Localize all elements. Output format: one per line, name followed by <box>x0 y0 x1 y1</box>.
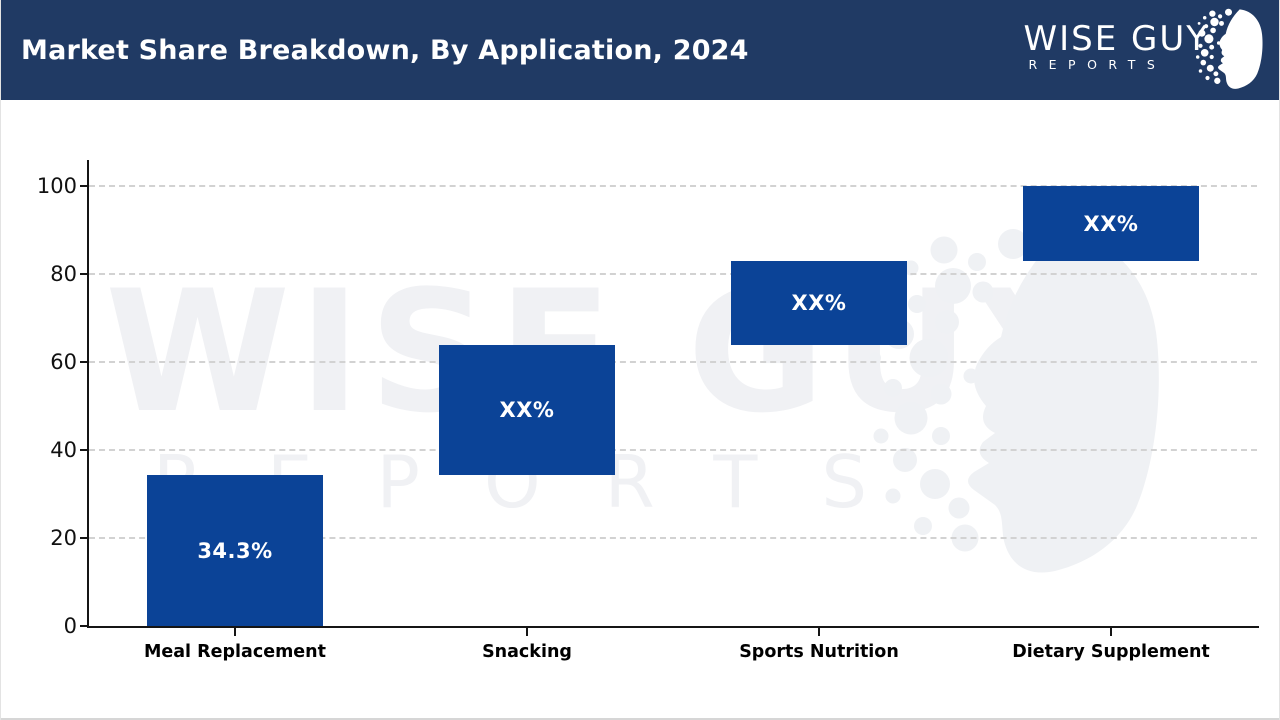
bar-sports-nutrition: XX% <box>731 261 907 346</box>
y-tick-mark <box>80 625 88 627</box>
brand-head-icon <box>1193 8 1271 92</box>
y-tick-label: 80 <box>50 262 77 286</box>
chart-canvas: WISE GUY REPORTS 0 20 40 60 80 100 34.3% Meal R… <box>1 100 1279 720</box>
y-tick-mark <box>80 361 88 363</box>
x-tick-label: Sports Nutrition <box>739 642 899 662</box>
brand-logo-text: WISE GUY REPORTS <box>1023 22 1209 72</box>
y-tick-label: 40 <box>50 438 77 462</box>
y-tick-mark <box>80 273 88 275</box>
y-tick-label: 60 <box>50 350 77 374</box>
x-tick-mark <box>526 628 528 636</box>
chart-title: Market Share Breakdown, By Application, … <box>21 34 749 66</box>
y-gridline <box>89 185 1257 187</box>
brand-logo: WISE GUY REPORTS <box>1023 6 1271 92</box>
y-tick-mark <box>80 185 88 187</box>
bar-meal-replacement: 34.3% <box>147 475 323 626</box>
y-tick-label: 100 <box>36 174 77 198</box>
y-gridline <box>89 361 1257 363</box>
x-tick-label: Snacking <box>482 642 572 662</box>
x-tick-mark <box>234 628 236 636</box>
y-tick-mark <box>80 537 88 539</box>
bar-value-label: 34.3% <box>197 538 273 563</box>
bar-dietary-supplement: XX% <box>1023 186 1199 262</box>
bar-snacking: XX% <box>439 345 615 476</box>
y-gridline <box>89 449 1257 451</box>
plot-area: 0 20 40 60 80 100 34.3% Meal Replacement XX% Snac… <box>1 100 1279 718</box>
y-tick-label: 20 <box>50 526 77 550</box>
y-gridline <box>89 537 1257 539</box>
bar-value-label: XX% <box>791 291 847 316</box>
y-tick-mark <box>80 449 88 451</box>
bar-value-label: XX% <box>499 398 555 423</box>
x-tick-mark <box>818 628 820 636</box>
brand-subtitle: REPORTS <box>1028 57 1167 72</box>
brand-name: WISE GUY <box>1023 19 1209 59</box>
bar-value-label: XX% <box>1083 211 1139 236</box>
y-tick-label: 0 <box>63 614 77 638</box>
x-tick-label: Meal Replacement <box>143 642 327 662</box>
header: Market Share Breakdown, By Application, … <box>1 0 1279 100</box>
y-gridline <box>89 273 1257 275</box>
x-tick-mark <box>1110 628 1112 636</box>
x-tick-label: Dietary Supplement <box>1012 642 1210 662</box>
x-axis-line <box>87 626 1259 628</box>
y-axis-line <box>87 160 89 628</box>
